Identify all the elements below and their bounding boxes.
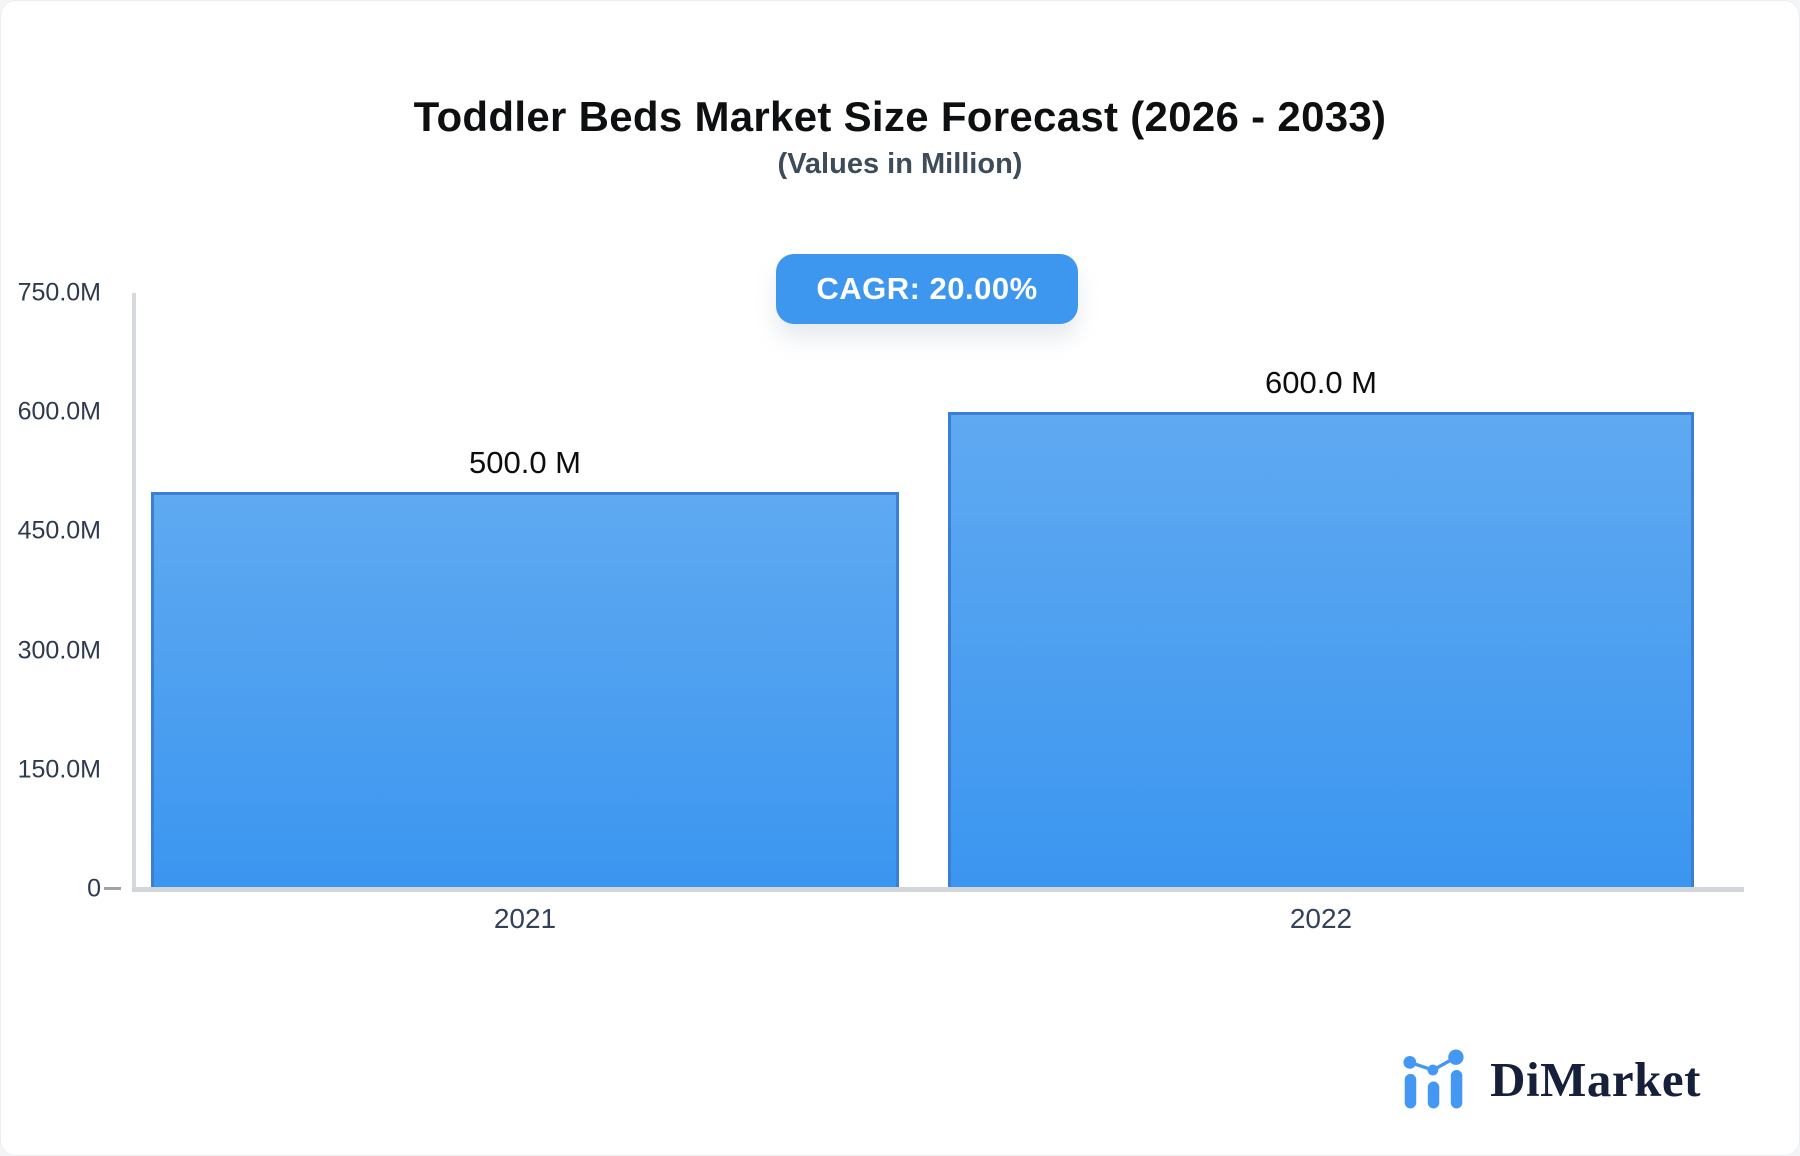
bar-2022[interactable] <box>948 412 1694 887</box>
brand-logo[interactable]: DiMarket <box>1399 1047 1701 1111</box>
brand-name: DiMarket <box>1490 1051 1701 1107</box>
y-tick-mark-zero <box>104 887 121 890</box>
x-axis-label: 2021 <box>493 903 557 934</box>
chart-title: Toddler Beds Market Size Forecast (2026 … <box>413 93 1387 140</box>
y-tick-label: 750.0M <box>17 278 101 307</box>
chart-subtitle: (Values in Million) <box>777 148 1023 180</box>
y-tick-label: 150.0M <box>17 755 101 784</box>
y-tick-label: 0 <box>87 874 101 903</box>
bar-value-label: 500.0 M <box>468 444 581 480</box>
y-tick-label: 450.0M <box>17 516 101 545</box>
cagr-badge: CAGR: 20.00% <box>776 254 1078 324</box>
y-tick-label: 600.0M <box>17 397 101 426</box>
x-axis-label: 2022 <box>1289 903 1353 934</box>
bar-value-label: 600.0 M <box>1264 365 1377 401</box>
y-axis-line <box>132 293 136 889</box>
mini-bar-chart-logo-icon <box>1399 1047 1477 1111</box>
x-axis-line <box>132 887 1744 892</box>
bar-2021[interactable] <box>151 491 899 887</box>
y-tick-label: 300.0M <box>17 636 101 665</box>
